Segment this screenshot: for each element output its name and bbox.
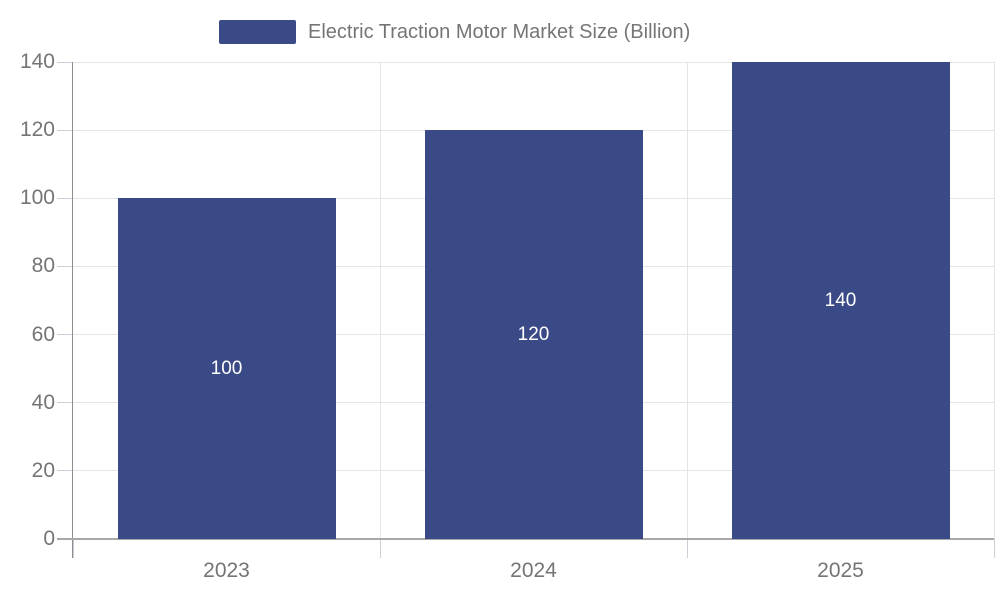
- bar-value-label: 140: [824, 289, 857, 311]
- x-gridline: [993, 62, 995, 539]
- x-axis-label: 2024: [510, 559, 557, 582]
- x-axis-line: [57, 538, 994, 540]
- x-axis-label: 2025: [817, 559, 864, 582]
- y-axis-label: 0: [43, 527, 55, 550]
- y-axis-label: 100: [19, 186, 55, 210]
- y-axis-label: 40: [31, 390, 55, 414]
- bar-2023[interactable]: [117, 198, 336, 539]
- chart-legend[interactable]: Electric Traction Motor Market Size (Bil…: [219, 20, 690, 44]
- bar-2024[interactable]: [424, 130, 643, 539]
- y-axis-label: 80: [31, 254, 55, 278]
- y-tick-mark: [57, 402, 73, 404]
- x-gridline: [379, 62, 381, 539]
- x-tick-mark: [993, 539, 995, 558]
- y-axis-label: 60: [31, 322, 55, 346]
- y-tick-mark: [57, 334, 73, 336]
- bar-2025[interactable]: [731, 62, 950, 539]
- y-tick-mark: [57, 197, 73, 199]
- y-axis-label: 120: [19, 118, 55, 142]
- bar-value-label: 120: [517, 323, 550, 345]
- x-gridline: [686, 62, 688, 539]
- y-gridline: [73, 61, 994, 63]
- x-tick-mark: [686, 539, 688, 558]
- y-tick-mark: [57, 265, 73, 267]
- x-tick-mark: [72, 539, 74, 558]
- x-tick-mark: [379, 539, 381, 558]
- legend-swatch-icon: [219, 20, 296, 44]
- y-axis-label: 140: [19, 50, 55, 73]
- y-tick-mark: [57, 61, 73, 63]
- x-axis-label: 2023: [203, 559, 250, 582]
- y-axis-label: 20: [31, 458, 55, 482]
- y-tick-mark: [57, 129, 73, 131]
- bar-value-label: 100: [210, 357, 243, 379]
- y-tick-mark: [57, 470, 73, 472]
- legend-label: Electric Traction Motor Market Size (Bil…: [308, 21, 691, 43]
- y-axis-line: [72, 62, 73, 558]
